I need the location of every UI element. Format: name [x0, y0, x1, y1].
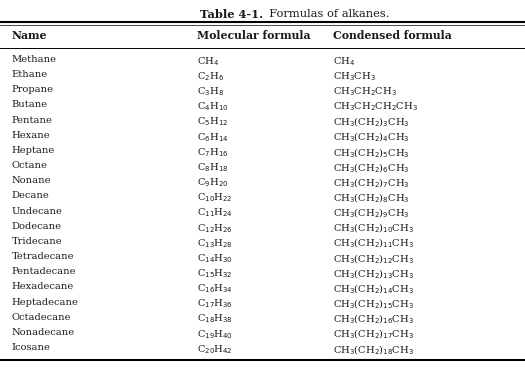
Text: Tridecane: Tridecane	[12, 237, 62, 246]
Text: Molecular formula: Molecular formula	[197, 30, 310, 41]
Text: Octadecane: Octadecane	[12, 313, 71, 322]
Text: C$_7$H$_{16}$: C$_7$H$_{16}$	[197, 146, 228, 159]
Text: C$_2$H$_6$: C$_2$H$_6$	[197, 70, 224, 83]
Text: CH$_4$: CH$_4$	[333, 55, 355, 68]
Text: CH$_3$CH$_2$CH$_3$: CH$_3$CH$_2$CH$_3$	[333, 85, 397, 98]
Text: C$_{18}$H$_{38}$: C$_{18}$H$_{38}$	[197, 313, 233, 326]
Text: C$_{10}$H$_{22}$: C$_{10}$H$_{22}$	[197, 191, 233, 204]
Text: C$_8$H$_{18}$: C$_8$H$_{18}$	[197, 161, 228, 174]
Text: CH$_3$(CH$_2$)$_{15}$CH$_3$: CH$_3$(CH$_2$)$_{15}$CH$_3$	[333, 298, 414, 311]
Text: CH$_3$(CH$_2$)$_{10}$CH$_3$: CH$_3$(CH$_2$)$_{10}$CH$_3$	[333, 222, 414, 235]
Text: Table 4-1.: Table 4-1.	[200, 9, 262, 20]
Text: Name: Name	[12, 30, 47, 41]
Text: Ethane: Ethane	[12, 70, 48, 79]
Text: Methane: Methane	[12, 55, 57, 64]
Text: C$_{11}$H$_{24}$: C$_{11}$H$_{24}$	[197, 207, 233, 219]
Text: CH$_3$(CH$_2$)$_7$CH$_3$: CH$_3$(CH$_2$)$_7$CH$_3$	[333, 176, 410, 190]
Text: CH$_3$(CH$_2$)$_{16}$CH$_3$: CH$_3$(CH$_2$)$_{16}$CH$_3$	[333, 313, 414, 326]
Text: CH$_3$(CH$_2$)$_{13}$CH$_3$: CH$_3$(CH$_2$)$_{13}$CH$_3$	[333, 267, 414, 281]
Text: CH$_3$(CH$_2$)$_{12}$CH$_3$: CH$_3$(CH$_2$)$_{12}$CH$_3$	[333, 252, 414, 266]
Text: Nonane: Nonane	[12, 176, 51, 185]
Text: CH$_3$(CH$_2$)$_{18}$CH$_3$: CH$_3$(CH$_2$)$_{18}$CH$_3$	[333, 343, 414, 357]
Text: C$_4$H$_{10}$: C$_4$H$_{10}$	[197, 100, 228, 113]
Text: C$_6$H$_{14}$: C$_6$H$_{14}$	[197, 131, 228, 144]
Text: Hexane: Hexane	[12, 131, 50, 140]
Text: CH$_3$(CH$_2$)$_4$CH$_3$: CH$_3$(CH$_2$)$_4$CH$_3$	[333, 131, 410, 144]
Text: CH$_3$(CH$_2$)$_{17}$CH$_3$: CH$_3$(CH$_2$)$_{17}$CH$_3$	[333, 328, 414, 341]
Text: Heptadecane: Heptadecane	[12, 298, 78, 307]
Text: C$_{12}$H$_{26}$: C$_{12}$H$_{26}$	[197, 222, 233, 235]
Text: Butane: Butane	[12, 100, 48, 109]
Text: Tetradecane: Tetradecane	[12, 252, 74, 261]
Text: CH$_3$(CH$_2$)$_8$CH$_3$: CH$_3$(CH$_2$)$_8$CH$_3$	[333, 191, 410, 205]
Text: CH$_3$(CH$_2$)$_9$CH$_3$: CH$_3$(CH$_2$)$_9$CH$_3$	[333, 207, 410, 220]
Text: C$_{20}$H$_{42}$: C$_{20}$H$_{42}$	[197, 343, 233, 356]
Text: Propane: Propane	[12, 85, 54, 94]
Text: Nonadecane: Nonadecane	[12, 328, 75, 337]
Text: C$_{14}$H$_{30}$: C$_{14}$H$_{30}$	[197, 252, 233, 265]
Text: CH$_3$(CH$_2$)$_3$CH$_3$: CH$_3$(CH$_2$)$_3$CH$_3$	[333, 116, 410, 129]
Text: C$_{17}$H$_{36}$: C$_{17}$H$_{36}$	[197, 298, 233, 310]
Text: Octane: Octane	[12, 161, 47, 170]
Text: C$_3$H$_8$: C$_3$H$_8$	[197, 85, 224, 98]
Text: C$_{15}$H$_{32}$: C$_{15}$H$_{32}$	[197, 267, 233, 280]
Text: Condensed formula: Condensed formula	[333, 30, 452, 41]
Text: Dodecane: Dodecane	[12, 222, 61, 231]
Text: C$_{19}$H$_{40}$: C$_{19}$H$_{40}$	[197, 328, 233, 341]
Text: CH$_3$(CH$_2$)$_{11}$CH$_3$: CH$_3$(CH$_2$)$_{11}$CH$_3$	[333, 237, 414, 251]
Text: C$_9$H$_{20}$: C$_9$H$_{20}$	[197, 176, 228, 189]
Text: Pentane: Pentane	[12, 116, 53, 125]
Text: Undecane: Undecane	[12, 207, 62, 216]
Text: Decane: Decane	[12, 191, 49, 200]
Text: CH$_3$(CH$_2$)$_5$CH$_3$: CH$_3$(CH$_2$)$_5$CH$_3$	[333, 146, 410, 160]
Text: C$_5$H$_{12}$: C$_5$H$_{12}$	[197, 116, 228, 128]
Text: CH$_3$CH$_2$CH$_2$CH$_3$: CH$_3$CH$_2$CH$_2$CH$_3$	[333, 100, 418, 113]
Text: Heptane: Heptane	[12, 146, 55, 155]
Text: CH$_4$: CH$_4$	[197, 55, 219, 68]
Text: C$_{13}$H$_{28}$: C$_{13}$H$_{28}$	[197, 237, 233, 250]
Text: CH$_3$(CH$_2$)$_{14}$CH$_3$: CH$_3$(CH$_2$)$_{14}$CH$_3$	[333, 282, 414, 296]
Text: Pentadecane: Pentadecane	[12, 267, 76, 276]
Text: Hexadecane: Hexadecane	[12, 282, 74, 291]
Text: CH$_3$CH$_3$: CH$_3$CH$_3$	[333, 70, 376, 83]
Text: Formulas of alkanes.: Formulas of alkanes.	[262, 9, 390, 19]
Text: C$_{16}$H$_{34}$: C$_{16}$H$_{34}$	[197, 282, 233, 295]
Text: Icosane: Icosane	[12, 343, 50, 352]
Text: CH$_3$(CH$_2$)$_6$CH$_3$: CH$_3$(CH$_2$)$_6$CH$_3$	[333, 161, 410, 175]
